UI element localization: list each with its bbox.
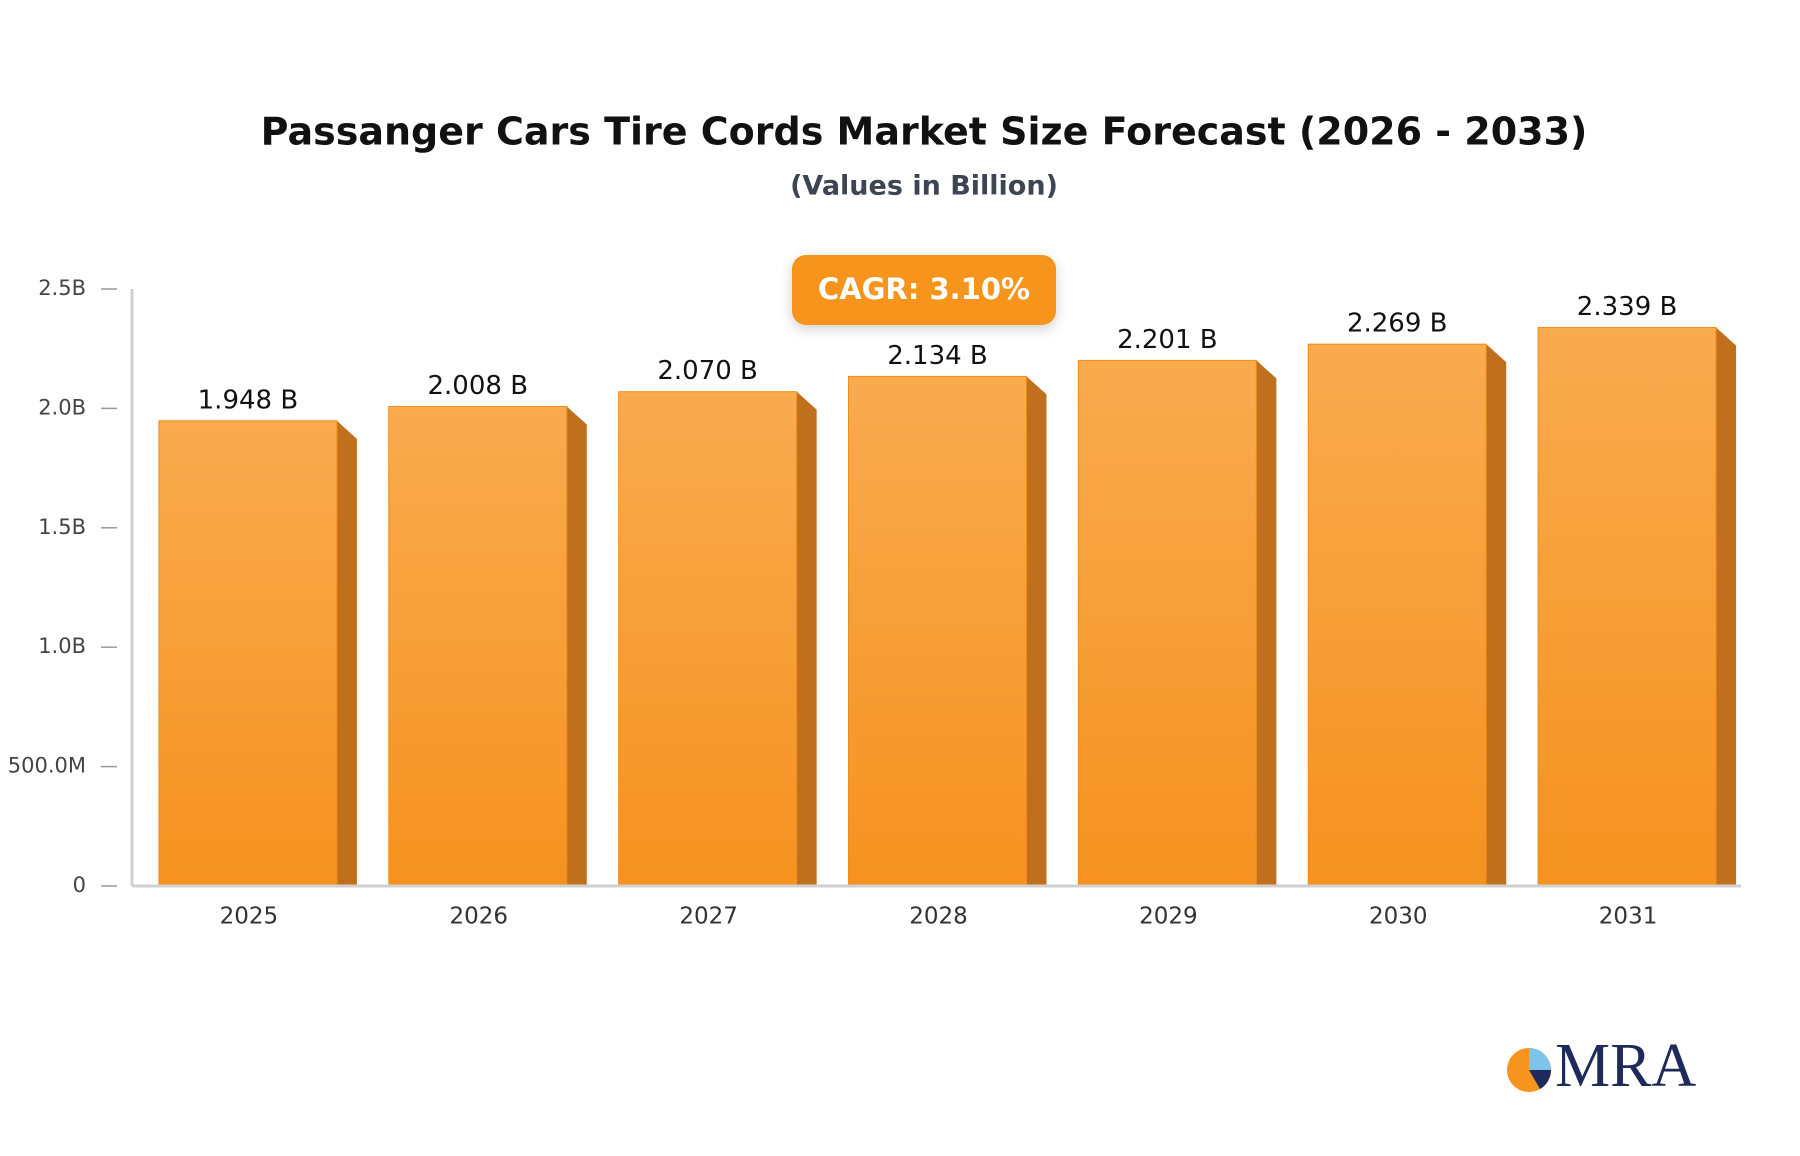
x-tick-label: 2027: [679, 904, 738, 930]
bar-side: [1256, 360, 1277, 886]
y-tick-label: 500.0M: [8, 754, 86, 778]
annotation: CAGR: 3.10%: [818, 272, 1030, 306]
x-tick-label: 2031: [1599, 904, 1658, 930]
bar-side: [1486, 344, 1507, 886]
data-label: 2.070 B: [657, 356, 758, 386]
data-label: 2.339 B: [1577, 292, 1678, 322]
chart-subtitle: (Values in Billion): [790, 171, 1058, 202]
x-tick-label: 2026: [450, 904, 509, 930]
bar-side: [566, 406, 587, 886]
bar: [1307, 343, 1487, 887]
x-tick-label: 2029: [1139, 904, 1198, 930]
bar: [618, 391, 798, 887]
data-label: 2.008 B: [428, 371, 529, 401]
x-tick-label: 2028: [909, 904, 968, 930]
bar: [388, 405, 568, 887]
bar-side: [1026, 376, 1047, 886]
bar: [158, 420, 338, 887]
bar-side: [796, 391, 817, 886]
logo-icon-slice: [1529, 1048, 1551, 1070]
logo-icon-slice: [1529, 1070, 1551, 1089]
logo-text: MRA: [1555, 1032, 1696, 1100]
y-tick-label: 2.5B: [38, 276, 86, 300]
bar-side: [336, 420, 357, 886]
y-tick-label: 2.0B: [38, 395, 86, 419]
bar-side: [1716, 327, 1737, 887]
bar: [1077, 359, 1257, 887]
x-tick-label: 2025: [220, 904, 279, 930]
annotation-box: [792, 255, 1056, 325]
y-tick-label: 0: [73, 873, 86, 897]
x-tick-label: 2030: [1369, 904, 1428, 930]
chart-title: Passanger Cars Tire Cords Market Size Fo…: [261, 110, 1588, 154]
bar: [1537, 326, 1717, 887]
data-label: 1.948 B: [198, 385, 299, 415]
y-tick-label: 1.5B: [38, 515, 86, 539]
data-label: 2.134 B: [887, 341, 988, 371]
logo: MRA: [1507, 1032, 1696, 1100]
data-label: 2.269 B: [1347, 309, 1448, 339]
y-tick-label: 1.0B: [38, 634, 86, 658]
data-label: 2.201 B: [1117, 325, 1218, 355]
bar: [848, 375, 1027, 887]
